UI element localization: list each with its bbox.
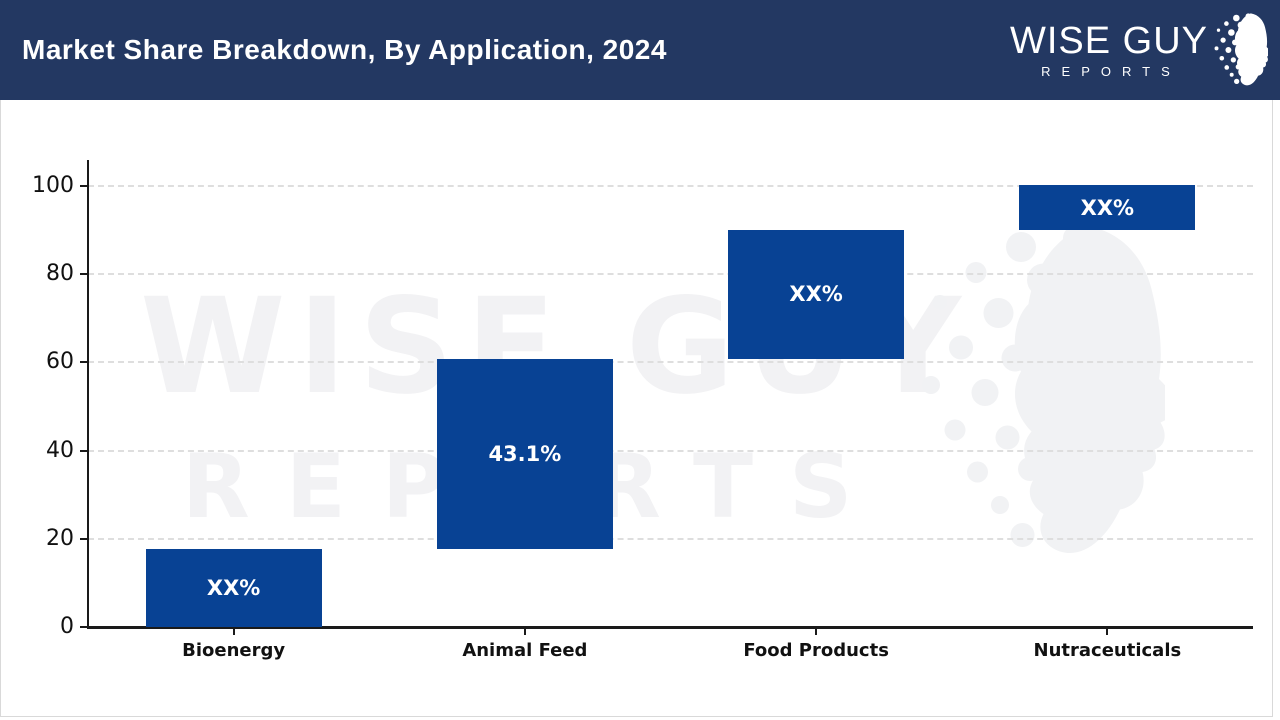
gridline (88, 537, 1253, 540)
y-tick-label: 80 (46, 261, 74, 287)
y-tick-label: 60 (46, 349, 74, 375)
x-axis-tick (1106, 627, 1109, 635)
y-tick-label: 100 (32, 173, 74, 198)
bar-segment: XX% (145, 549, 322, 627)
y-tick-label: 20 (46, 525, 74, 551)
bar-value-label: XX% (1080, 195, 1135, 220)
x-axis-tick (232, 627, 235, 635)
logo-wordmark: WISE GUY (1009, 19, 1208, 62)
gridline (88, 449, 1253, 452)
y-tick-label: 0 (60, 614, 74, 639)
gridline (88, 185, 1253, 187)
bar-segment: XX% (1019, 185, 1196, 231)
x-axis-tick (815, 627, 818, 635)
category-label: Nutraceuticals (1033, 640, 1182, 661)
bar-segment: 43.1% (436, 358, 613, 550)
dotted-face-icon (1202, 8, 1268, 92)
bar-value-label: XX% (789, 282, 843, 307)
x-axis-tick (523, 627, 526, 635)
category-label: Animal Feed (462, 640, 588, 661)
y-axis-tick (80, 537, 87, 540)
gridline (88, 361, 1253, 364)
page-title: Market Share Breakdown, By Application, … (22, 34, 667, 65)
logo-subtitle: REPORTS (1041, 63, 1181, 79)
y-axis-tick (80, 361, 87, 364)
wise-guy-logo: WISE GUY REPORTS (1010, 0, 1268, 100)
x-axis-line (87, 626, 1253, 629)
category-label: Bioenergy (182, 640, 286, 661)
bar-value-label: XX% (206, 576, 261, 601)
y-axis-tick (80, 626, 87, 628)
bar-value-label: 43.1% (488, 442, 562, 467)
y-tick-label: 40 (46, 437, 74, 463)
y-axis-tick (80, 273, 87, 276)
header: Market Share Breakdown, By Application, … (0, 0, 1280, 100)
y-axis-line (87, 160, 89, 627)
watermark-face-icon (865, 220, 1165, 565)
gridline (88, 273, 1253, 276)
chart-area: WISE GUY REPORTS 020406080100XX%Bioenerg… (0, 100, 1280, 720)
y-axis-tick (80, 449, 87, 452)
logo-text: WISE GUY REPORTS (1010, 22, 1208, 79)
category-label: Food Products (743, 640, 889, 661)
y-axis-tick (80, 185, 87, 187)
bar-segment: XX% (728, 230, 905, 359)
